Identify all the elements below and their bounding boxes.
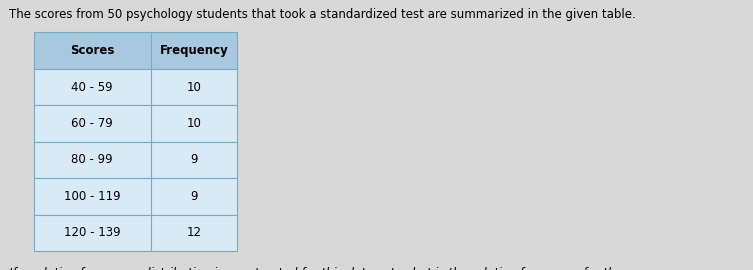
Text: 9: 9 — [191, 190, 197, 203]
Text: The scores from 50 psychology students that took a standardized test are summari: The scores from 50 psychology students t… — [9, 8, 636, 21]
Bar — [34, 32, 237, 69]
Bar — [34, 69, 237, 105]
Text: 10: 10 — [187, 117, 201, 130]
Bar — [34, 215, 237, 251]
Text: 40 - 59: 40 - 59 — [72, 80, 113, 94]
Text: 120 - 139: 120 - 139 — [64, 226, 120, 239]
Text: 80 - 99: 80 - 99 — [72, 153, 113, 167]
Text: 12: 12 — [187, 226, 201, 239]
Text: Frequency: Frequency — [160, 44, 228, 57]
Text: If a relative frequency distribution is constructed for this data set, what is t: If a relative frequency distribution is … — [9, 267, 623, 270]
Text: Scores: Scores — [70, 44, 114, 57]
Bar — [34, 142, 237, 178]
Bar — [34, 105, 237, 142]
Bar — [34, 178, 237, 215]
Text: 10: 10 — [187, 80, 201, 94]
Text: 100 - 119: 100 - 119 — [64, 190, 120, 203]
Text: 60 - 79: 60 - 79 — [72, 117, 113, 130]
Text: 9: 9 — [191, 153, 197, 167]
